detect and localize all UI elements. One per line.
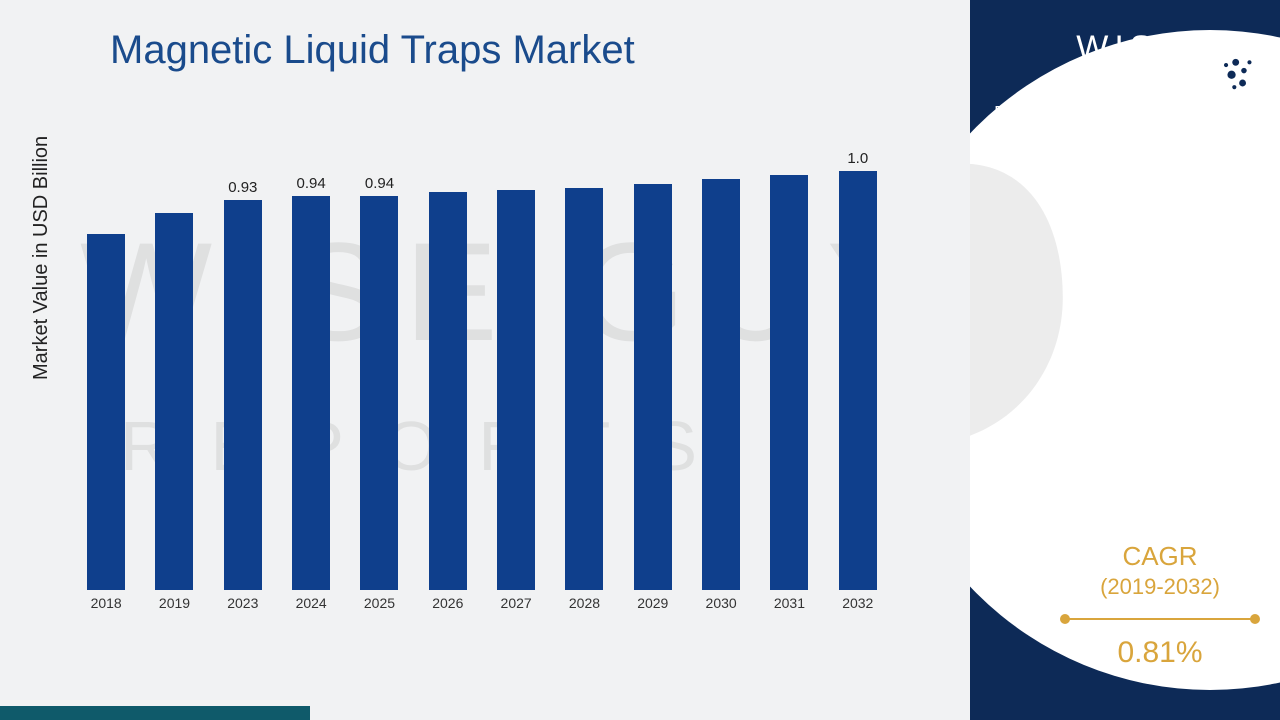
x-tick-label: 2018 bbox=[72, 595, 140, 611]
y-axis-label: Market Value in USD Billion bbox=[30, 136, 53, 380]
bar-value-label: 0.94 bbox=[281, 175, 341, 192]
x-tick-label: 2019 bbox=[140, 595, 208, 611]
bar bbox=[87, 234, 125, 590]
bar-slot bbox=[414, 192, 482, 590]
bar bbox=[702, 179, 740, 590]
bar-slot bbox=[687, 179, 755, 590]
bar-value-label: 1.0 bbox=[828, 150, 888, 167]
logo-line1: WISE GUY bbox=[992, 31, 1187, 102]
bar bbox=[360, 196, 398, 590]
cagr-block: CAGR (2019-2032) 0.81% bbox=[1040, 541, 1280, 670]
x-tick-label: 2030 bbox=[687, 595, 755, 611]
bar-value-label: 0.93 bbox=[213, 179, 273, 196]
x-tick-label: 2024 bbox=[277, 595, 345, 611]
x-tick-label: 2032 bbox=[824, 595, 892, 611]
bar-slot: 1.0 bbox=[824, 171, 892, 590]
bar bbox=[224, 200, 262, 590]
logo-line2: R E P O R T S bbox=[992, 104, 1187, 136]
x-tick-label: 2029 bbox=[619, 595, 687, 611]
bar-slot: 0.94 bbox=[345, 196, 413, 590]
cagr-divider bbox=[1065, 618, 1255, 620]
x-tick-label: 2026 bbox=[414, 595, 482, 611]
cagr-title: CAGR bbox=[1040, 541, 1280, 572]
bar bbox=[429, 192, 467, 590]
plot-area: 0.930.940.941.0 bbox=[72, 150, 892, 590]
x-tick-label: 2031 bbox=[755, 595, 823, 611]
bar bbox=[634, 184, 672, 590]
bar-series: 0.930.940.941.0 bbox=[72, 150, 892, 590]
bar-value-label: 0.94 bbox=[349, 175, 409, 192]
chart-title: Magnetic Liquid Traps Market bbox=[110, 28, 635, 73]
brand-logo: WISE GUY R E P O R T S bbox=[992, 28, 1262, 138]
infographic-canvas: Magnetic Liquid Traps Market Market Valu… bbox=[0, 0, 1280, 720]
brand-logo-text: WISE GUY R E P O R T S bbox=[992, 31, 1187, 136]
bar bbox=[565, 188, 603, 590]
bar-slot bbox=[619, 184, 687, 590]
bar-slot bbox=[482, 190, 550, 590]
x-tick-label: 2025 bbox=[345, 595, 413, 611]
x-axis-labels: 2018201920232024202520262027202820292030… bbox=[72, 595, 892, 611]
x-tick-label: 2027 bbox=[482, 595, 550, 611]
bar-slot: 0.93 bbox=[209, 200, 277, 590]
bar-slot bbox=[140, 213, 208, 590]
bar-slot bbox=[755, 175, 823, 590]
bar-slot bbox=[72, 234, 140, 590]
chart-panel: Magnetic Liquid Traps Market Market Valu… bbox=[0, 0, 970, 720]
bar-slot: 0.94 bbox=[277, 196, 345, 590]
bar bbox=[839, 171, 877, 590]
x-tick-label: 2023 bbox=[209, 595, 277, 611]
bar-slot bbox=[550, 188, 618, 590]
logo-head-icon bbox=[1193, 33, 1262, 133]
bar bbox=[292, 196, 330, 590]
side-panel: WISE GUY R E P O R T S CAGR (2019-2032) … bbox=[970, 0, 1280, 720]
bar bbox=[770, 175, 808, 590]
cagr-range: (2019-2032) bbox=[1040, 574, 1280, 600]
bar bbox=[155, 213, 193, 590]
cagr-value: 0.81% bbox=[1040, 636, 1280, 670]
bottom-accent-bar bbox=[0, 706, 310, 720]
x-tick-label: 2028 bbox=[550, 595, 618, 611]
bar bbox=[497, 190, 535, 590]
